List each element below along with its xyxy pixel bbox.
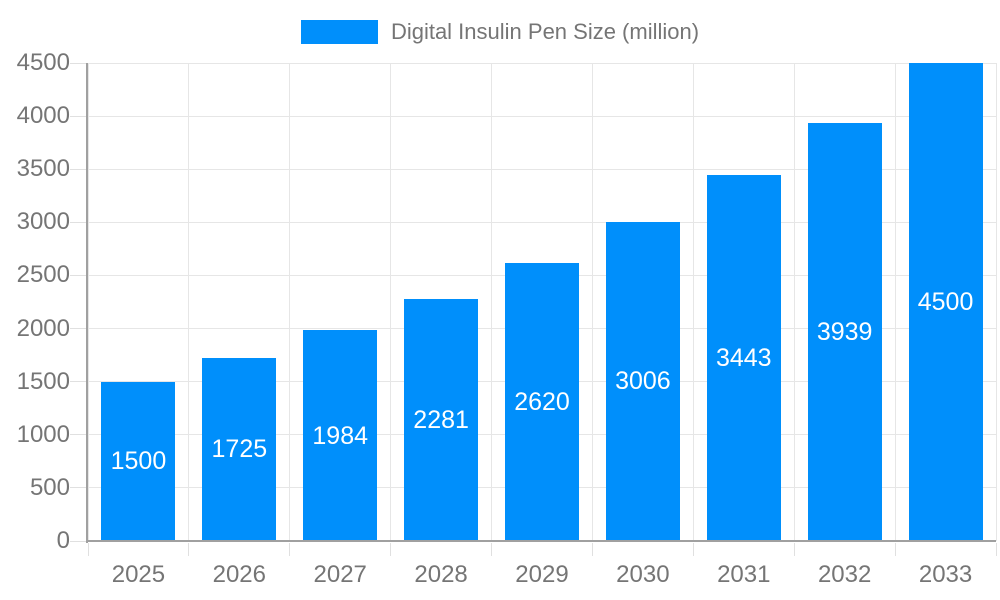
y-axis-tick-label: 500 — [29, 473, 70, 501]
x-axis-tick — [793, 543, 795, 556]
bar[interactable]: 1984 — [303, 330, 378, 541]
x-axis-tick-label: 2030 — [616, 561, 670, 588]
bar-value-label: 1500 — [110, 447, 167, 476]
bar-value-label: 3006 — [615, 367, 671, 396]
x-axis-tick — [289, 543, 291, 556]
x-axis-tick — [188, 543, 190, 556]
grid-line-h — [88, 115, 996, 117]
legend-label: Digital Insulin Pen Size (million) — [390, 19, 700, 44]
bar[interactable]: 2281 — [404, 298, 479, 541]
bar[interactable]: 1500 — [101, 381, 176, 541]
plot-area: 1500 1725 1984 2281 2620 3006 3443 3939 4500 — [70, 62, 997, 556]
x-axis-tick — [692, 543, 694, 556]
x-axis-tick — [390, 543, 392, 556]
grid-line-v — [591, 63, 593, 541]
x-axis-tick-label: 2033 — [918, 561, 973, 588]
y-axis-tick-label: 2500 — [16, 261, 70, 289]
grid-line-v — [188, 63, 190, 541]
x-axis-tick-label: 2027 — [313, 561, 367, 588]
x-axis-tick — [995, 543, 997, 556]
y-axis-tick-label: 4000 — [16, 102, 70, 130]
y-axis-tick — [70, 434, 88, 436]
x-axis-tick-label: 2032 — [817, 561, 872, 588]
x-axis-tick — [87, 543, 89, 556]
grid-line-h — [88, 221, 996, 223]
x-axis-tick-label: 2029 — [515, 561, 569, 588]
x-axis-tick — [491, 543, 493, 556]
x-axis-tick-label: 2031 — [717, 561, 771, 588]
grid-line-v — [491, 63, 493, 541]
y-axis-tick-label: 4500 — [16, 49, 70, 76]
grid-line-v — [894, 63, 896, 541]
x-axis-tick — [894, 543, 896, 556]
x-axis-tick-label: 2028 — [414, 561, 468, 588]
bar[interactable]: 2620 — [505, 262, 579, 541]
grid-line-v — [692, 63, 694, 541]
legend-swatch — [300, 20, 378, 44]
bar[interactable]: 1725 — [202, 357, 277, 541]
grid-line-h — [88, 168, 996, 170]
y-axis-tick — [70, 115, 88, 117]
grid-line-v — [793, 63, 795, 541]
bar-value-label: 1984 — [312, 421, 369, 450]
grid-line-v — [87, 63, 89, 541]
y-axis-tick — [70, 540, 88, 542]
bar[interactable]: 3939 — [807, 122, 882, 541]
y-axis-tick — [70, 274, 88, 276]
bar[interactable]: 3006 — [605, 221, 680, 541]
y-axis-tick-label: 1500 — [16, 367, 70, 395]
grid-line-v — [289, 63, 291, 541]
y-axis-tick-label: 0 — [56, 527, 70, 554]
bar[interactable]: 3443 — [706, 175, 781, 541]
grid-line-v — [390, 63, 392, 541]
x-axis-tick-label: 2026 — [212, 561, 266, 588]
y-axis-tick — [70, 381, 88, 383]
y-axis-tick-label: 2000 — [16, 314, 70, 342]
x-axis-line — [86, 540, 996, 542]
y-axis-tick — [70, 221, 88, 223]
y-axis-tick-label: 1000 — [16, 420, 70, 448]
x-axis-tick — [591, 543, 593, 556]
grid-line-v — [995, 63, 997, 541]
x-axis-tick-label: 2025 — [111, 561, 166, 588]
y-axis-tick — [70, 168, 88, 170]
bar-value-label: 2281 — [413, 405, 469, 434]
grid-line-h — [88, 62, 996, 64]
bar[interactable]: 4500 — [908, 63, 983, 541]
y-axis-tick — [70, 487, 88, 489]
y-axis-tick-label: 3000 — [16, 208, 70, 236]
y-axis-line — [86, 63, 88, 543]
chart-legend[interactable]: Digital Insulin Pen Size (million) — [0, 19, 1000, 45]
y-axis-tick — [70, 328, 88, 330]
bar-value-label: 4500 — [917, 288, 974, 316]
bar-value-label: 3939 — [816, 317, 873, 346]
bar-value-label: 2620 — [514, 387, 570, 416]
bar-value-label: 3443 — [715, 344, 772, 373]
bar-value-label: 1725 — [211, 435, 268, 464]
y-axis-tick — [70, 62, 88, 64]
y-axis-tick-label: 3500 — [16, 155, 70, 183]
